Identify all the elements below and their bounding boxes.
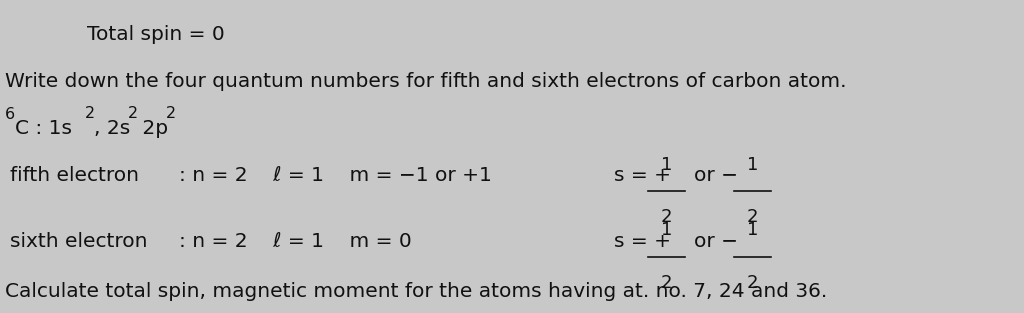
Text: , 2s: , 2s [94,119,130,138]
Text: 1: 1 [746,156,759,174]
Text: sixth electron: sixth electron [10,232,147,251]
Text: 2: 2 [85,106,95,121]
Text: 2: 2 [660,208,673,226]
Text: 1: 1 [660,221,673,239]
Text: s = +: s = + [614,232,672,251]
Text: 1: 1 [660,156,673,174]
Text: Calculate total spin, magnetic moment for the atoms having at. no. 7, 24 and 36.: Calculate total spin, magnetic moment fo… [5,282,827,301]
Text: 2: 2 [128,106,138,121]
Text: 6: 6 [5,107,15,122]
Text: 1: 1 [746,221,759,239]
Text: 2p: 2p [136,119,168,138]
Text: 2: 2 [166,106,176,121]
Text: fifth electron: fifth electron [10,166,139,185]
Text: : n = 2    ℓ = 1    m = 0: : n = 2 ℓ = 1 m = 0 [179,232,412,251]
Text: or −: or − [694,232,738,251]
Text: C : 1s: C : 1s [15,119,73,138]
Text: 2: 2 [660,274,673,292]
Text: s = +: s = + [614,166,672,185]
Text: 2: 2 [746,274,759,292]
Text: or −: or − [694,166,738,185]
Text: 2: 2 [746,208,759,226]
Text: Write down the four quantum numbers for fifth and sixth electrons of carbon atom: Write down the four quantum numbers for … [5,72,847,91]
Text: : n = 2    ℓ = 1    m = −1 or +1: : n = 2 ℓ = 1 m = −1 or +1 [179,166,493,185]
Text: Total spin = 0: Total spin = 0 [87,25,225,44]
